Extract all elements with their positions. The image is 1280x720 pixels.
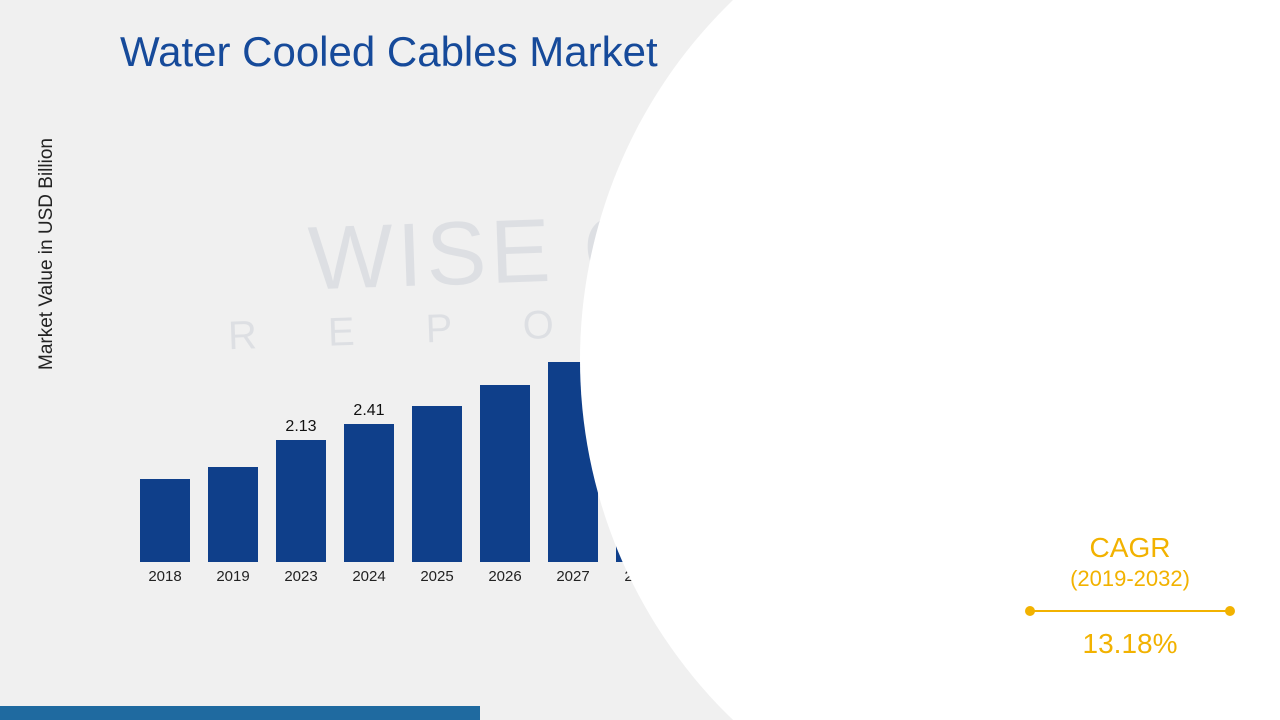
page-root: Water Cooled Cables Market WISE GUY R E … — [0, 0, 1280, 720]
brand-logo-main: WISE GUY — [980, 28, 1170, 62]
right-panel: WISE GUY R E P O R T S CAGR (2019-2032) … — [980, 0, 1280, 720]
bar-x-label: 2019 — [216, 568, 249, 585]
cagr-value: 13.18% — [1020, 628, 1240, 660]
bar-x-label: 2024 — [352, 568, 385, 585]
bar-slot: 2019 — [208, 445, 258, 562]
bar-x-label: 2018 — [148, 568, 181, 585]
bar — [480, 385, 530, 562]
bar — [344, 424, 394, 562]
bar — [140, 479, 190, 562]
bar-value-label: 2.13 — [285, 418, 316, 436]
brand-logo-sub: R E P O R T S — [980, 64, 1170, 100]
cagr-divider — [1030, 610, 1230, 612]
brand-logo: WISE GUY R E P O R T S — [980, 28, 1170, 100]
cagr-title: CAGR — [1020, 532, 1240, 564]
bar-slot: 2025 — [412, 384, 462, 562]
bar-slot: 2.412024 — [344, 402, 394, 562]
bottom-accent-bar — [0, 706, 480, 720]
cagr-range: (2019-2032) — [1020, 566, 1240, 592]
brain-head-icon — [1198, 26, 1268, 106]
bar — [208, 467, 258, 562]
bar — [276, 440, 326, 562]
bar-x-label: 2027 — [556, 568, 589, 585]
bar-x-label: 2026 — [488, 568, 521, 585]
bar-x-label: 2023 — [284, 568, 317, 585]
chart-title: Water Cooled Cables Market — [120, 28, 658, 76]
bar-value-label: 2.41 — [353, 402, 384, 420]
cagr-block: CAGR (2019-2032) 13.18% — [1020, 532, 1240, 660]
bar-x-label: 2025 — [420, 568, 453, 585]
bar-slot: 2018 — [140, 457, 190, 562]
y-axis-label: Market Value in USD Billion — [36, 138, 58, 370]
bar — [412, 406, 462, 562]
bar-slot: 2.132023 — [276, 418, 326, 562]
bar-slot: 2026 — [480, 363, 530, 562]
